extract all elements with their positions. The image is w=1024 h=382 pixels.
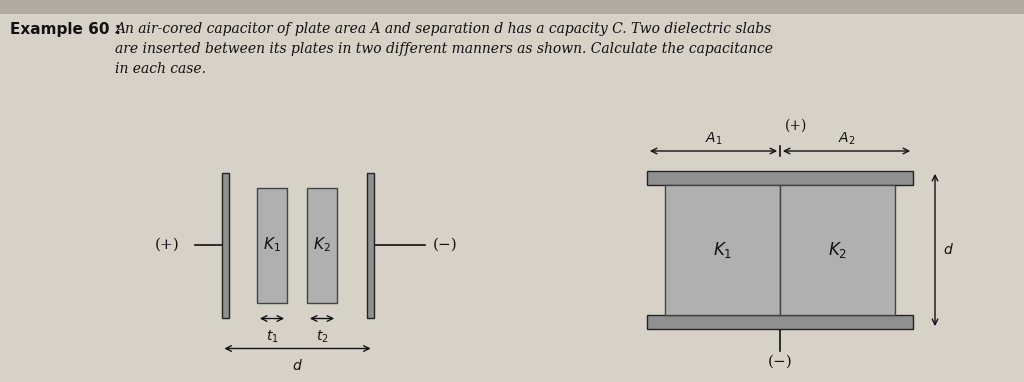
Bar: [367, 173, 374, 317]
Text: $d$: $d$: [292, 358, 303, 374]
Text: are inserted between its plates in two different manners as shown. Calculate the: are inserted between its plates in two d…: [115, 42, 773, 56]
Bar: [647, 315, 913, 329]
Text: $d$: $d$: [943, 243, 954, 257]
Text: (+): (+): [155, 238, 179, 252]
Text: $K_1$: $K_1$: [713, 240, 732, 260]
Text: $K_1$: $K_1$: [263, 236, 281, 254]
Bar: [257, 188, 287, 303]
Bar: [307, 188, 337, 303]
Text: $A_2$: $A_2$: [838, 131, 855, 147]
Bar: [221, 173, 228, 317]
Text: $A_1$: $A_1$: [705, 131, 722, 147]
Text: $t_1$: $t_1$: [265, 329, 279, 345]
Text: $t_2$: $t_2$: [315, 329, 329, 345]
Bar: [780, 185, 895, 315]
Text: $K_2$: $K_2$: [828, 240, 847, 260]
Text: $K_2$: $K_2$: [313, 236, 331, 254]
Bar: [0, 0, 1024, 14]
Text: (−): (−): [768, 355, 793, 369]
Bar: [647, 171, 913, 185]
Text: Example 60 :: Example 60 :: [10, 22, 121, 37]
Text: (+): (+): [785, 119, 807, 133]
Text: (−): (−): [432, 238, 458, 252]
Bar: [665, 185, 780, 315]
Text: in each case.: in each case.: [115, 62, 206, 76]
Text: An air-cored capacitor of plate area A and separation d has a capacity C. Two di: An air-cored capacitor of plate area A a…: [115, 22, 771, 36]
